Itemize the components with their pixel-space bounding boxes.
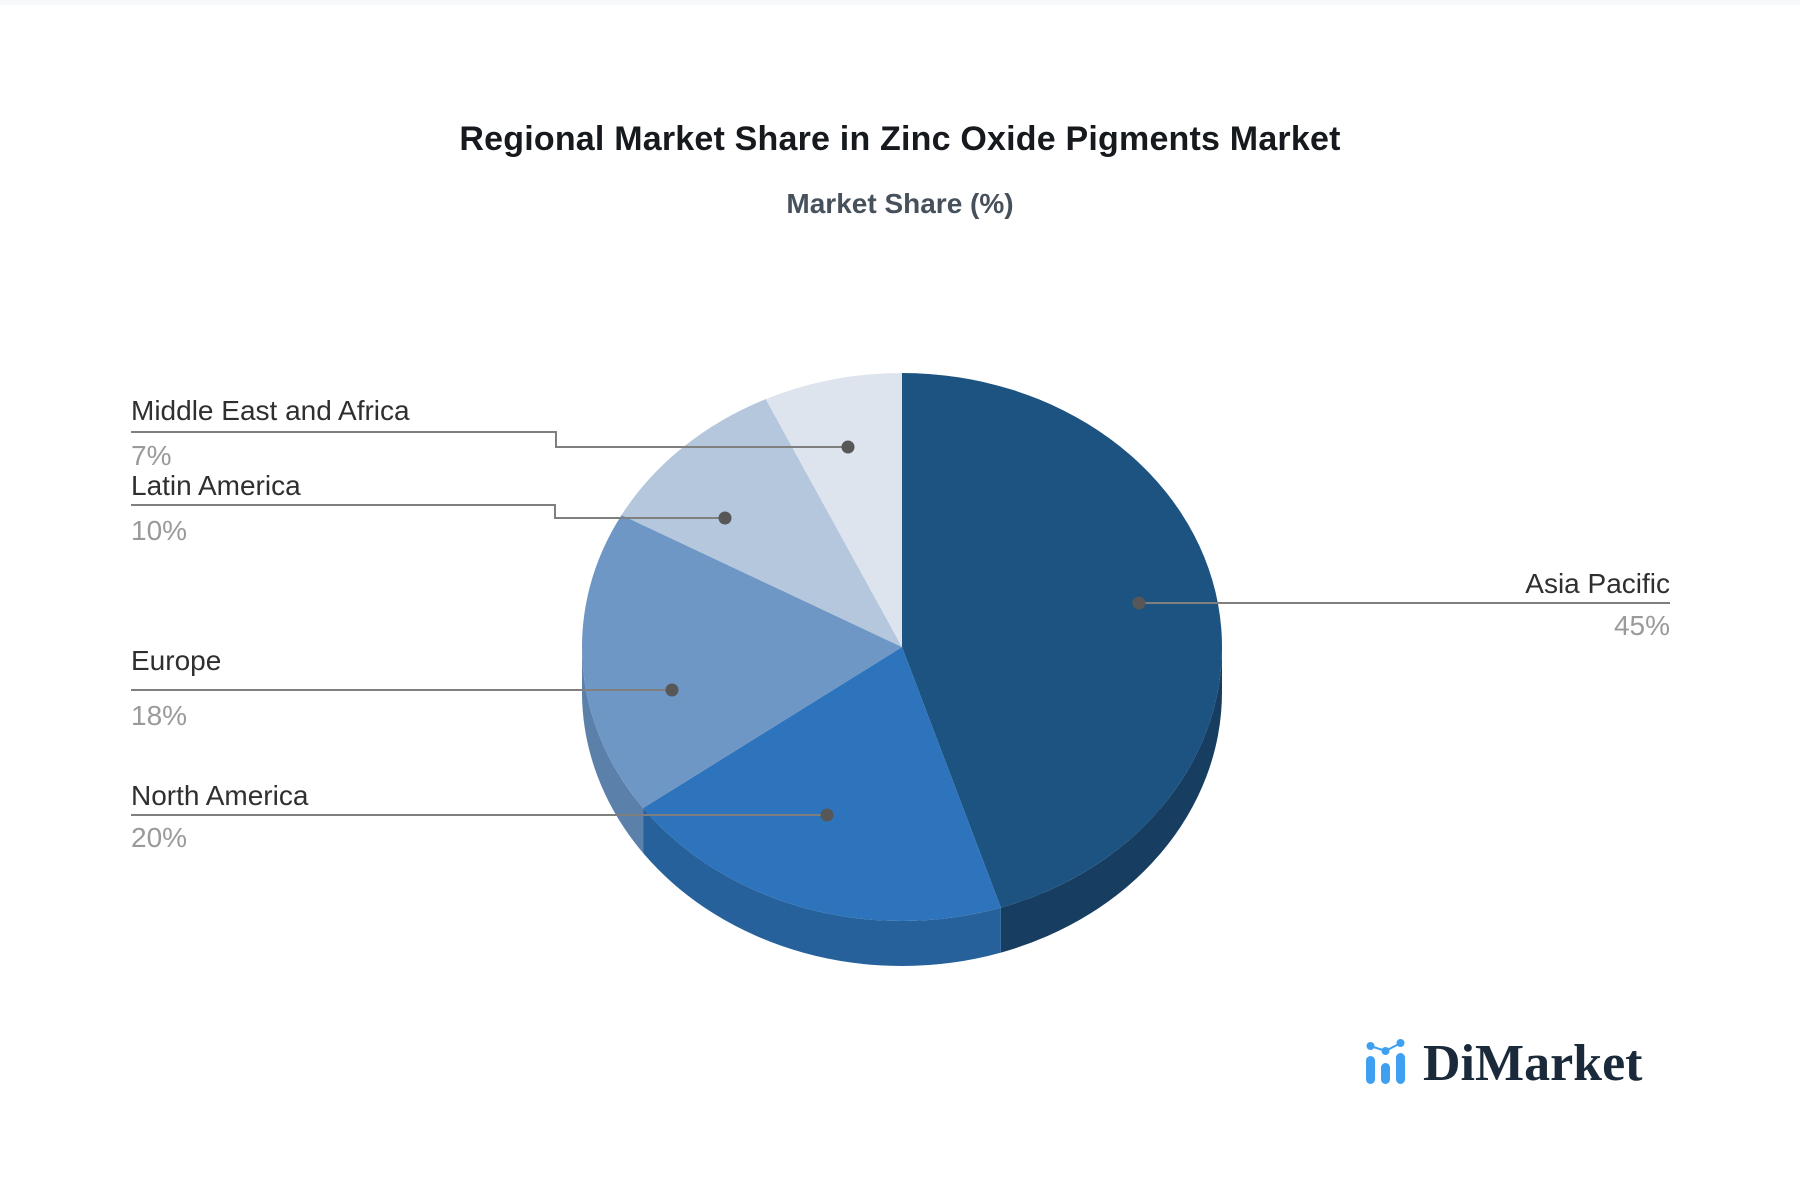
pie-slice-4 xyxy=(765,373,902,647)
pie-slice-0 xyxy=(902,373,1222,908)
callout-europe-label: Europe xyxy=(131,645,222,676)
pie-slice-3 xyxy=(621,399,902,647)
leader-dot-4 xyxy=(841,440,855,454)
pie-slice-side-0 xyxy=(1000,647,1222,953)
callout-latin-america-value: 10% xyxy=(131,515,188,546)
brand-logo: DiMarket xyxy=(1365,1038,1642,1090)
chart-subtitle: Market Share (%) xyxy=(786,188,1014,219)
callout-latin-america-label: Latin America xyxy=(131,470,301,501)
leader-dot-3 xyxy=(718,511,732,525)
bar-line-chart-icon xyxy=(1366,1039,1405,1084)
leader-dot-0 xyxy=(1132,596,1146,610)
brand-icon-bar-2 xyxy=(1396,1053,1405,1084)
callout-north-america-value: 20% xyxy=(131,822,188,853)
callout-middle-east-africa-value: 7% xyxy=(131,440,172,471)
brand-icon-bar-1 xyxy=(1381,1063,1390,1084)
leader-dot-2 xyxy=(665,683,679,697)
pie-slice-side-1 xyxy=(643,808,1001,966)
brand-icon-dot-0 xyxy=(1366,1042,1375,1050)
brand-name: DiMarket xyxy=(1423,1035,1643,1092)
pie-slice-1 xyxy=(643,647,1001,922)
top-strip xyxy=(0,0,1800,5)
callout-asia-pacific-label: Asia Pacific xyxy=(1525,568,1670,599)
leader-line-4 xyxy=(131,431,848,448)
brand-icon-bar-0 xyxy=(1366,1056,1375,1084)
pie-slice-2 xyxy=(582,514,902,809)
callout-asia-pacific-value: 45% xyxy=(1613,610,1670,641)
leader-dot-1 xyxy=(820,808,834,822)
brand-icon-dot-1 xyxy=(1381,1047,1390,1055)
callout-middle-east-africa-label: Middle East and Africa xyxy=(131,395,410,426)
leader-line-3 xyxy=(131,504,725,519)
callout-europe-value: 18% xyxy=(131,700,188,731)
pie-slice-side-2 xyxy=(582,647,644,854)
brand-icon-dot-2 xyxy=(1396,1039,1405,1047)
chart-title: Regional Market Share in Zinc Oxide Pigm… xyxy=(459,120,1341,158)
callout-north-america-label: North America xyxy=(131,780,309,811)
